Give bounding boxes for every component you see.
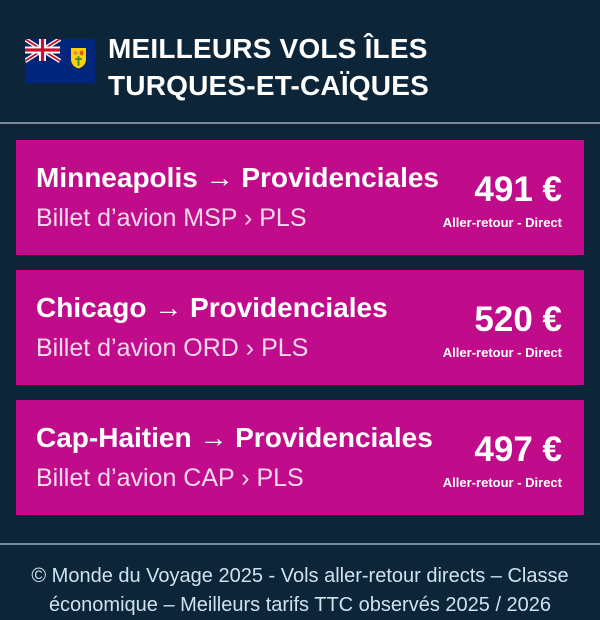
turks-and-caicos-flag-icon: [25, 39, 95, 83]
flight-fare-note: Aller-retour - Direct: [442, 475, 562, 490]
flight-card-info: Chicago → Providenciales Billet d’avion …: [36, 291, 388, 362]
flight-subtitle: Billet d’avion ORD › PLS: [36, 333, 309, 362]
flight-card-pricing: 491 € Aller-retour - Direct: [443, 166, 562, 229]
flight-deals-list: Minneapolis → Providenciales Billet d’av…: [16, 140, 584, 530]
header-divider: [0, 122, 600, 124]
flight-route: Minneapolis → Providenciales: [36, 161, 440, 193]
flight-fare-note: Aller-retour - Direct: [442, 345, 562, 360]
flight-card-pricing: 520 € Aller-retour - Direct: [443, 296, 562, 359]
flight-price: 491 €: [474, 170, 562, 209]
footer-line-1: © Monde du Voyage 2025 - Vols aller-reto…: [31, 565, 569, 587]
flight-card-info: Cap-Haitien → Providenciales Billet d’av…: [36, 421, 433, 492]
footer-copyright: © Monde du Voyage 2025 - Vols aller-reto…: [0, 562, 600, 620]
flight-card-info: Minneapolis → Providenciales Billet d’av…: [36, 161, 440, 232]
flight-card-cap-haitien[interactable]: Cap-Haitien → Providenciales Billet d’av…: [16, 400, 584, 515]
footer-divider: [0, 543, 600, 545]
flight-route: Chicago → Providenciales: [36, 291, 388, 323]
footer-line-2: économique – Meilleurs tarifs TTC observ…: [48, 594, 552, 616]
flight-card-pricing: 497 € Aller-retour - Direct: [443, 426, 562, 489]
flight-price: 497 €: [474, 430, 562, 469]
header: MEILLEURS VOLS ÎLES TURQUES-ET-CAÏQUES: [0, 0, 600, 122]
flight-fare-note: Aller-retour - Direct: [442, 215, 562, 230]
page-title: MEILLEURS VOLS ÎLES TURQUES-ET-CAÏQUES: [108, 33, 429, 101]
flight-route: Cap-Haitien → Providenciales: [36, 421, 433, 453]
flight-subtitle: Billet d’avion CAP › PLS: [36, 463, 304, 492]
flight-card-minneapolis[interactable]: Minneapolis → Providenciales Billet d’av…: [16, 140, 584, 255]
flight-subtitle: Billet d’avion MSP › PLS: [36, 203, 307, 232]
flight-price: 520 €: [474, 300, 562, 339]
flight-card-chicago[interactable]: Chicago → Providenciales Billet d’avion …: [16, 270, 584, 385]
